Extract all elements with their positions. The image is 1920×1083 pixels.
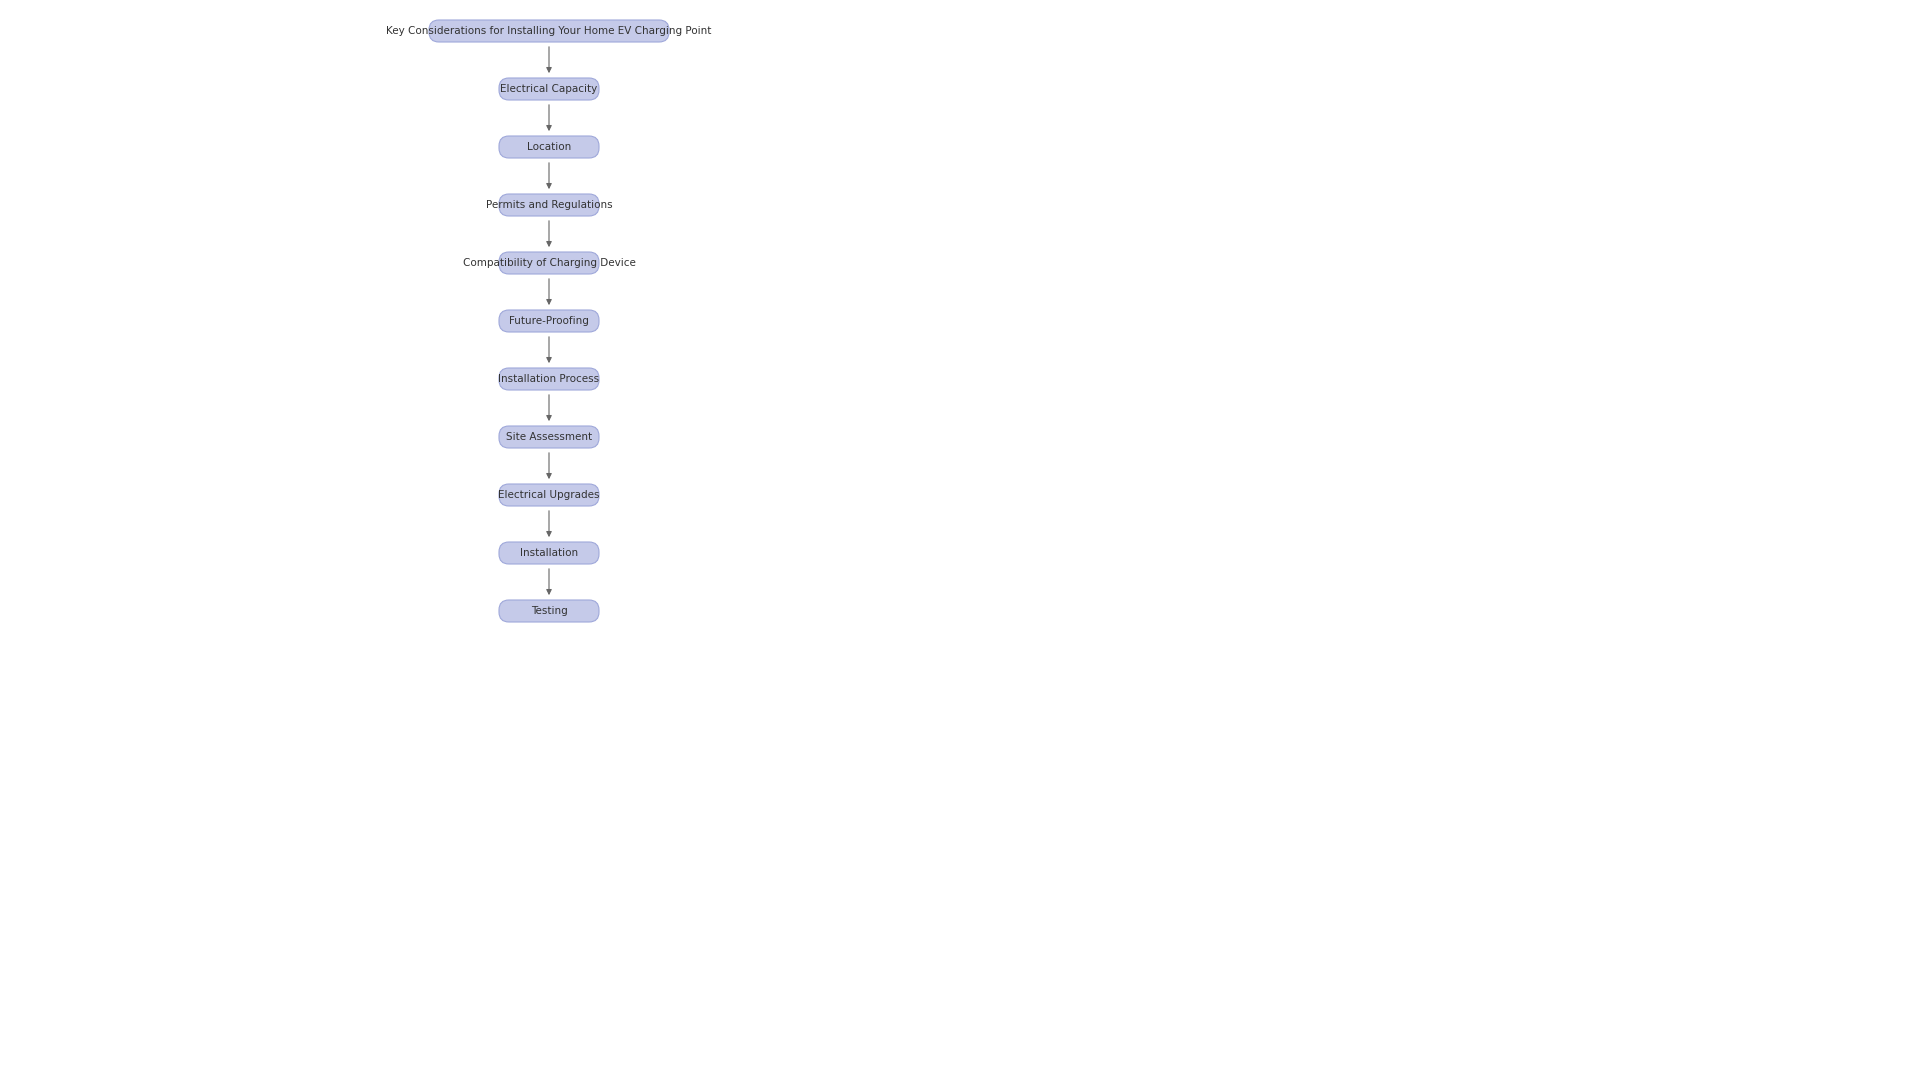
FancyBboxPatch shape bbox=[499, 310, 599, 332]
FancyBboxPatch shape bbox=[499, 542, 599, 564]
Text: Compatibility of Charging Device: Compatibility of Charging Device bbox=[463, 258, 636, 268]
FancyBboxPatch shape bbox=[499, 600, 599, 622]
Text: Future-Proofing: Future-Proofing bbox=[509, 316, 589, 326]
Text: Electrical Upgrades: Electrical Upgrades bbox=[499, 490, 599, 500]
Text: Installation Process: Installation Process bbox=[499, 374, 599, 384]
FancyBboxPatch shape bbox=[499, 136, 599, 158]
FancyBboxPatch shape bbox=[428, 19, 668, 42]
FancyBboxPatch shape bbox=[499, 252, 599, 274]
FancyBboxPatch shape bbox=[499, 484, 599, 506]
Text: Testing: Testing bbox=[530, 606, 568, 616]
FancyBboxPatch shape bbox=[499, 426, 599, 448]
FancyBboxPatch shape bbox=[499, 368, 599, 390]
Text: Electrical Capacity: Electrical Capacity bbox=[501, 84, 597, 94]
Text: Permits and Regulations: Permits and Regulations bbox=[486, 200, 612, 210]
FancyBboxPatch shape bbox=[499, 78, 599, 100]
Text: Key Considerations for Installing Your Home EV Charging Point: Key Considerations for Installing Your H… bbox=[386, 26, 712, 36]
Text: Installation: Installation bbox=[520, 548, 578, 558]
Text: Location: Location bbox=[526, 142, 570, 152]
FancyBboxPatch shape bbox=[499, 194, 599, 216]
Text: Site Assessment: Site Assessment bbox=[507, 432, 591, 442]
